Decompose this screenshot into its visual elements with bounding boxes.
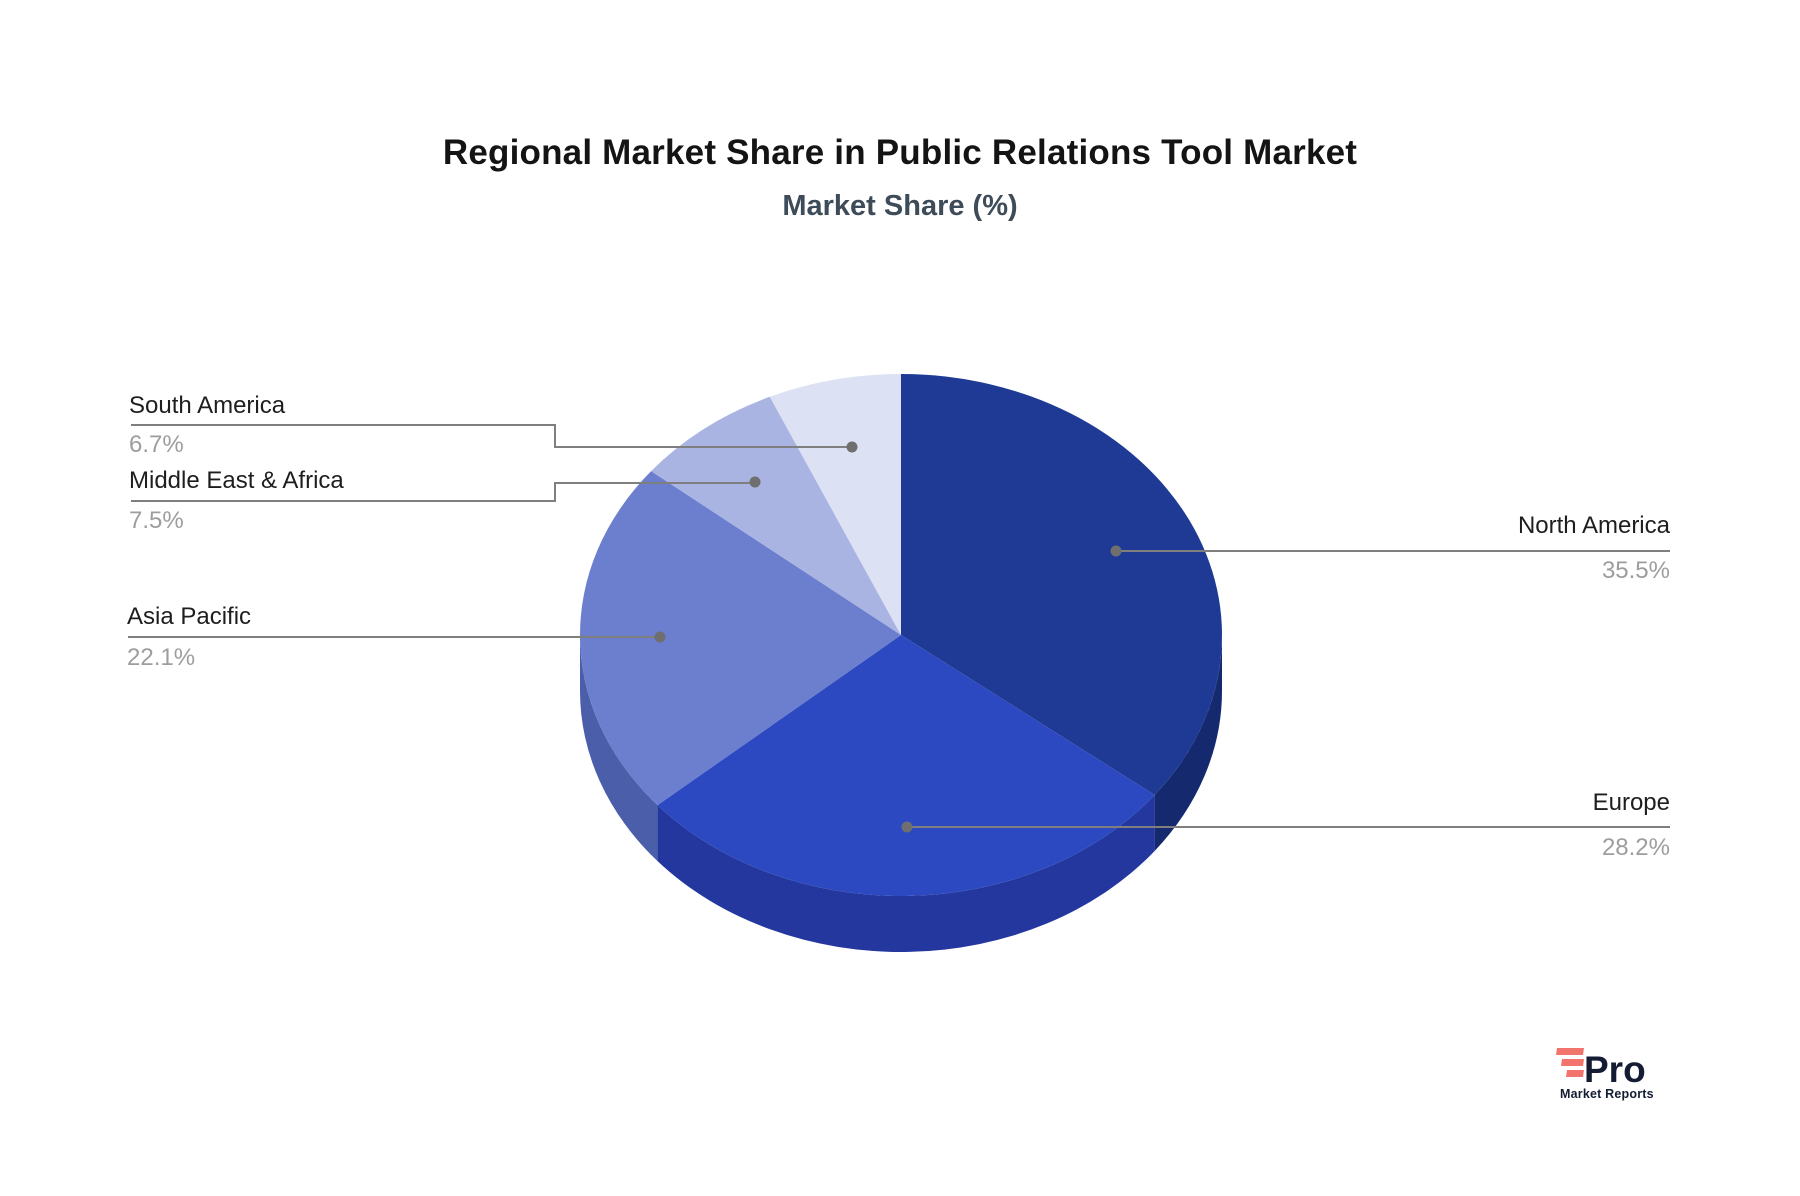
pct-asia-pacific: 22.1% [127,644,196,671]
pie-slice-asia-pacific [579,471,901,806]
callout-dot-0 [1110,545,1122,557]
label-south-america: South America [129,392,286,419]
label-north-america: North America [1517,512,1670,539]
callout-line-4 [131,424,852,448]
label-europe: Europe [1592,789,1670,816]
pct-europe: 28.2% [1601,834,1670,861]
callout-dot-2 [654,631,666,643]
callout-line-3 [131,482,755,502]
pie-side-2 [580,635,658,862]
callout-dot-3 [749,476,761,488]
pie-slice-north-america [901,374,1222,795]
chart-title: Regional Market Share in Public Relation… [442,133,1358,172]
pct-north-america: 35.5% [1601,557,1670,584]
pie-slice-middle-east-africa [651,396,901,635]
logo-tagline: Market Reports [1560,1087,1654,1101]
logo-text: Pro [1584,1049,1646,1090]
chart-subtitle: Market Share (%) [782,190,1018,222]
pct-south-america: 6.7% [129,431,184,458]
pie-side-1 [657,794,1155,952]
label-middle-east-africa: Middle East & Africa [129,467,344,494]
label-asia-pacific: Asia Pacific [127,603,252,630]
pie-side-0 [1154,635,1222,851]
pct-middle-east-africa: 7.5% [129,507,184,534]
pro-market-reports-logo: Pro Market Reports [1556,1048,1654,1101]
pie-slice-south-america [769,374,901,635]
callout-dot-4 [846,441,858,453]
callout-dot-1 [901,821,913,833]
pie-slice-europe [657,635,1155,896]
logo-speed-bars-icon [1556,1048,1584,1077]
